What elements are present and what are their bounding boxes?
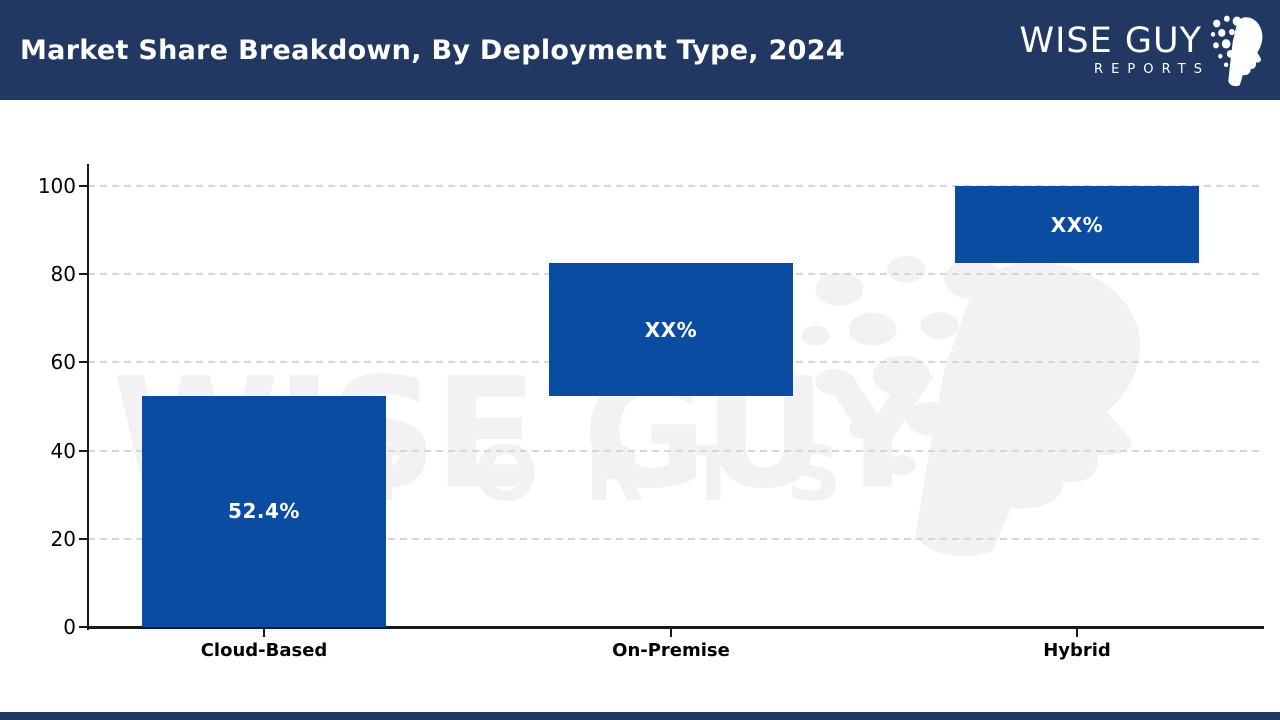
x-category-label: Hybrid <box>1043 640 1111 661</box>
y-gridline <box>88 537 1264 540</box>
x-tick-mark <box>670 629 672 637</box>
x-category-label: On-Premise <box>612 640 730 661</box>
header: Market Share Breakdown, By Deployment Ty… <box>0 0 1280 100</box>
bar-value-label: XX% <box>644 317 698 342</box>
y-tick-mark <box>79 361 88 364</box>
y-tick-mark <box>79 273 88 276</box>
y-tick-label: 40 <box>50 438 76 463</box>
bar-on-premise: XX% <box>549 263 793 396</box>
y-tick-label: 0 <box>63 615 76 639</box>
bar-cloud-based: 52.4% <box>142 395 386 627</box>
y-tick-mark <box>79 185 88 187</box>
x-tick-mark <box>1076 629 1078 637</box>
wiseguy-logo: WISE GUY REPORTS <box>1019 11 1266 89</box>
x-category-label: Cloud-Based <box>200 640 328 661</box>
logo-head-icon <box>1210 15 1263 87</box>
y-tick-label: 20 <box>50 526 76 551</box>
y-tick-mark <box>79 449 88 452</box>
bar-value-label: XX% <box>1050 212 1104 237</box>
logo-wordmark: WISE GUY <box>1019 20 1202 61</box>
y-gridline <box>88 449 1264 452</box>
bar-value-label: 52.4% <box>228 499 300 524</box>
y-tick-mark <box>79 626 88 628</box>
x-tick-mark <box>263 629 265 637</box>
bar-hybrid: XX% <box>955 186 1199 264</box>
y-axis-line <box>87 164 89 630</box>
y-tick-label: 80 <box>50 262 76 287</box>
y-tick-mark <box>79 537 88 540</box>
y-tick-label: 60 <box>50 350 76 375</box>
y-gridline <box>88 185 1264 187</box>
x-axis-line <box>87 626 1264 629</box>
page-title: Market Share Breakdown, By Deployment Ty… <box>20 34 845 66</box>
logo-subtext: REPORTS <box>1094 61 1211 77</box>
y-tick-label: 100 <box>37 174 76 198</box>
footer-bar <box>0 712 1280 720</box>
